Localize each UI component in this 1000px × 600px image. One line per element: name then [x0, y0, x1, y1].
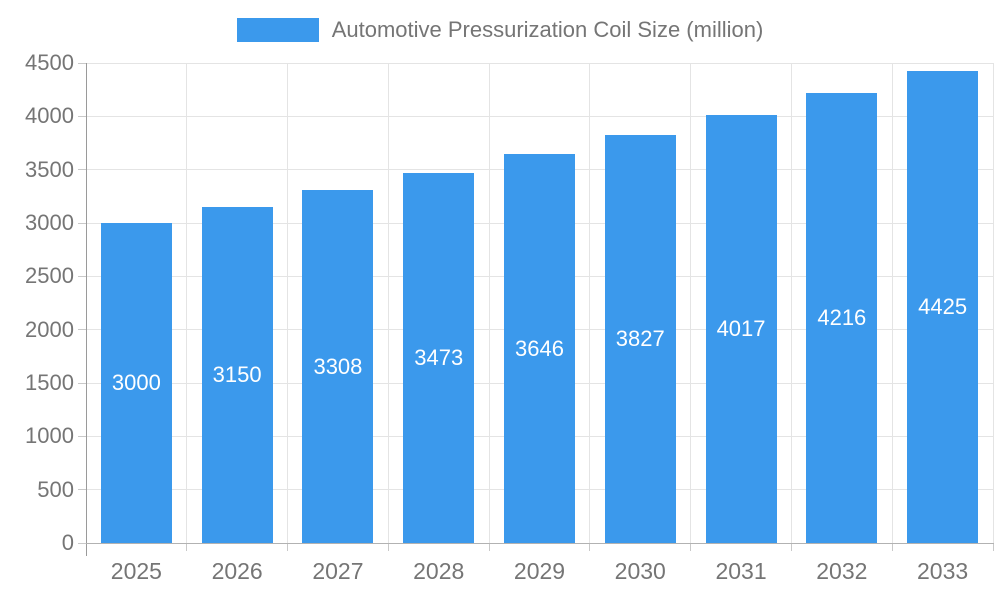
- bar-value-label: 4425: [918, 294, 968, 319]
- x-tick-mark: [589, 544, 591, 551]
- x-tick-mark: [690, 544, 692, 551]
- bar-2032[interactable]: 4216: [806, 93, 878, 543]
- bar-value-label: 3827: [615, 325, 665, 351]
- bar-2031[interactable]: 4017: [705, 114, 777, 543]
- x-axis-tick-label: 2029: [513, 558, 566, 584]
- y-axis-tick-label: 1000: [25, 423, 74, 449]
- v-gridline: [186, 63, 188, 543]
- v-gridline: [387, 63, 389, 543]
- y-tick-mark: [78, 435, 86, 437]
- bar-value-label: 4216: [817, 305, 867, 331]
- y-axis-tick-label: 500: [37, 476, 74, 502]
- bar-value-label: 4017: [716, 315, 766, 341]
- v-gridline: [287, 63, 289, 543]
- bar-value-label: 3150: [212, 362, 262, 387]
- x-axis-tick-label: 2025: [110, 558, 162, 584]
- x-axis-tick-label: 2032: [816, 558, 868, 584]
- x-axis-tick-label: 2033: [917, 558, 969, 584]
- y-axis-tick-label: 1500: [25, 370, 74, 395]
- y-tick-mark: [78, 329, 86, 331]
- bar-2025[interactable]: 3000: [100, 223, 172, 543]
- y-axis-line: [86, 63, 87, 555]
- x-tick-mark: [488, 544, 490, 551]
- v-gridline: [690, 63, 692, 543]
- x-tick-mark: [186, 544, 188, 551]
- x-axis-tick-label: 2028: [413, 558, 465, 584]
- y-tick-mark: [78, 542, 86, 544]
- y-axis-tick-label: 3000: [25, 210, 74, 235]
- y-axis-tick-label: 4500: [25, 50, 74, 75]
- v-gridline: [589, 63, 591, 543]
- bar-2030[interactable]: 3827: [604, 134, 676, 543]
- x-tick-mark: [992, 544, 994, 551]
- x-tick-mark: [387, 544, 389, 551]
- v-gridline: [891, 63, 893, 543]
- y-axis-tick-label: 0: [61, 530, 74, 555]
- bar-value-label: 3473: [414, 344, 464, 370]
- h-gridline: [86, 62, 993, 64]
- bar-value-label: 3000: [111, 370, 161, 395]
- x-axis-tick-label: 2030: [614, 558, 666, 584]
- y-axis-tick-label: 2000: [25, 316, 74, 342]
- h-gridline: [86, 115, 993, 117]
- y-tick-mark: [78, 382, 86, 384]
- legend-swatch-icon: [236, 18, 319, 42]
- y-axis-tick-label: 3500: [25, 156, 74, 182]
- bar-value-label: 3646: [515, 335, 564, 361]
- y-axis-tick-label: 4000: [25, 103, 74, 129]
- x-axis-line: [86, 543, 994, 544]
- x-axis-tick-label: 2031: [715, 558, 767, 584]
- bar-2027[interactable]: 3308: [302, 190, 374, 543]
- legend-label: Automotive Pressurization Coil Size (mil…: [331, 17, 764, 42]
- x-axis-tick-label: 2027: [312, 558, 364, 584]
- bar-value-label: 3308: [313, 353, 363, 379]
- y-tick-mark: [78, 222, 86, 224]
- bar-2028[interactable]: 3473: [403, 172, 475, 543]
- y-tick-mark: [78, 275, 86, 277]
- bar-2029[interactable]: 3646: [504, 154, 575, 543]
- x-tick-mark: [790, 544, 792, 551]
- bar-2033[interactable]: 4425: [907, 71, 979, 543]
- x-axis-tick-label: 2026: [211, 558, 263, 584]
- v-gridline: [790, 63, 792, 543]
- plot-area: 3000 3150 3308 3473 3646 3827 4017 4216 4425: [86, 62, 994, 543]
- chart-legend[interactable]: Automotive Pressurization Coil Size (mil…: [0, 18, 1000, 42]
- x-tick-mark: [287, 544, 289, 551]
- y-tick-mark: [78, 115, 86, 117]
- y-tick-mark: [78, 169, 86, 171]
- y-tick-mark: [78, 489, 86, 491]
- y-tick-mark: [78, 62, 86, 64]
- y-axis-tick-label: 2500: [25, 263, 74, 289]
- x-tick-mark: [891, 544, 893, 551]
- bar-2026[interactable]: 3150: [201, 207, 273, 543]
- v-gridline: [992, 63, 994, 543]
- x-tick-mark: [85, 544, 87, 556]
- v-gridline: [488, 63, 490, 543]
